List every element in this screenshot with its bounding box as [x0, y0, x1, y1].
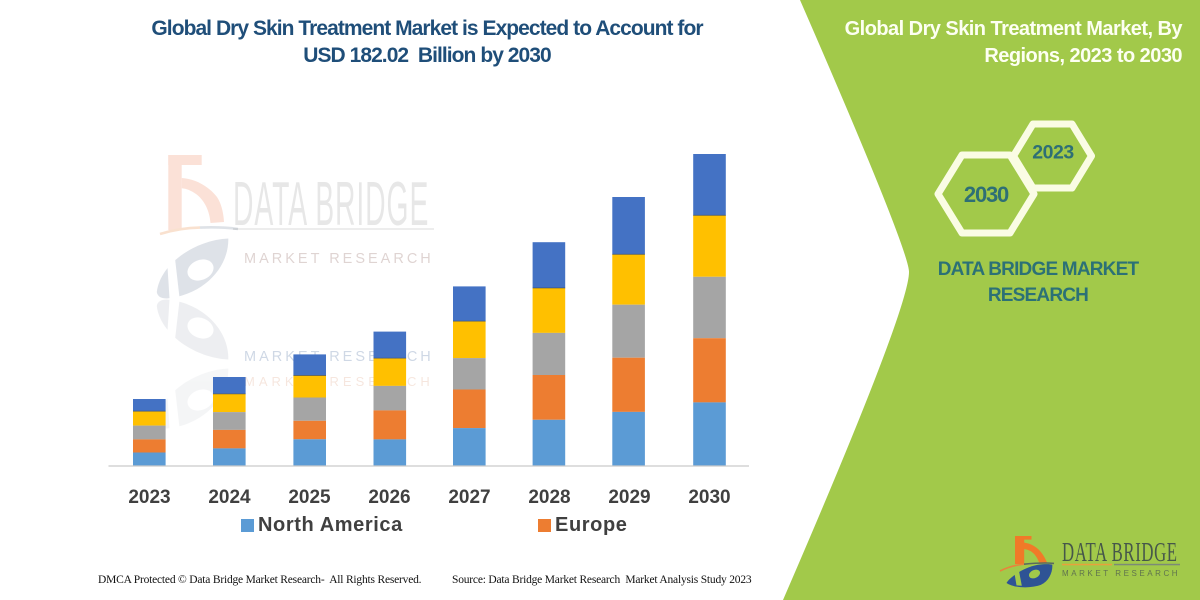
svg-text:DATA BRIDGE: DATA BRIDGE [233, 170, 429, 239]
svg-text:DATA BRIDGE: DATA BRIDGE [1062, 537, 1178, 567]
svg-text:MARKET RESEARCH: MARKET RESEARCH [244, 251, 434, 267]
svg-text:MARKET RESEARCH: MARKET RESEARCH [1062, 569, 1180, 578]
svg-text:2023: 2023 [1032, 142, 1074, 164]
svg-text:2030: 2030 [964, 182, 1009, 207]
